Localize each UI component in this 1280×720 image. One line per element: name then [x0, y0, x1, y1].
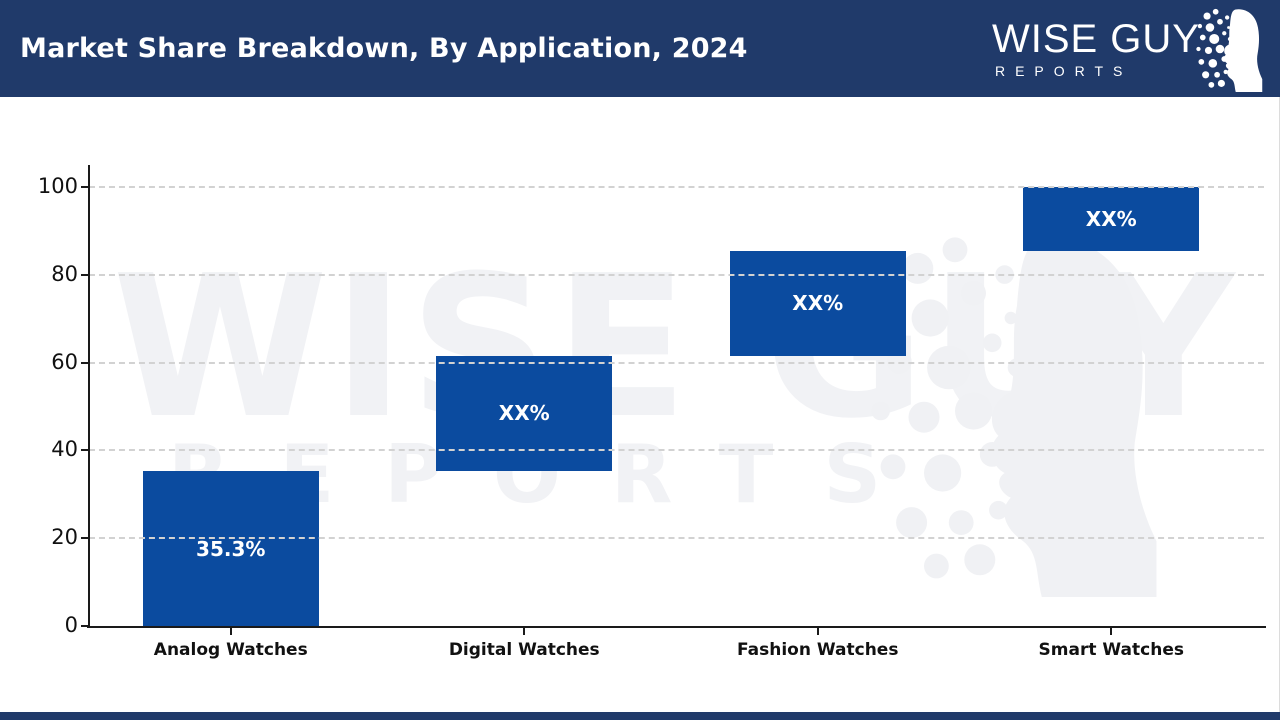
x-axis-tick — [1110, 627, 1113, 635]
y-axis-tick — [81, 537, 89, 540]
gridline — [89, 186, 1264, 188]
x-axis-line — [87, 626, 1266, 628]
bar-segment: XX% — [436, 355, 613, 472]
y-axis-tick — [81, 186, 89, 188]
y-axis-line — [88, 165, 90, 628]
footer-bar — [0, 712, 1280, 720]
x-axis-category-label: Smart Watches — [1038, 640, 1184, 660]
bar-value-label: XX% — [1085, 207, 1137, 232]
y-axis-tick-label: 100 — [37, 174, 78, 198]
bar-segment: XX% — [1023, 187, 1200, 252]
bar-value-label: 35.3% — [196, 536, 266, 561]
bar-segment: XX% — [729, 251, 906, 356]
bar-value-label: XX% — [792, 291, 844, 316]
y-axis-tick — [81, 449, 89, 452]
x-axis-category-label: Digital Watches — [448, 640, 600, 660]
bar-value-label: XX% — [498, 401, 550, 426]
gridline — [89, 273, 1264, 276]
x-axis-category-label: Fashion Watches — [737, 640, 899, 660]
page-title: Market Share Breakdown, By Application, … — [20, 33, 748, 64]
x-axis-tick — [816, 627, 819, 635]
face-logo-icon — [1194, 6, 1266, 92]
x-axis-tick — [229, 627, 232, 635]
chart-area: WISE GUY REPORTS 0 20 40 60 80 100 35.3% Analog… — [0, 97, 1280, 712]
x-axis-tick — [523, 627, 526, 635]
watermark-face-icon — [862, 225, 1172, 597]
y-axis-tick — [81, 273, 89, 276]
gridline — [89, 449, 1264, 452]
y-axis-tick-label: 0 — [64, 613, 78, 637]
x-axis-category-label: Analog Watches — [153, 640, 308, 660]
gridline — [89, 537, 1264, 540]
y-axis-tick — [81, 361, 89, 364]
bar-segment: 35.3% — [142, 471, 319, 626]
y-axis-tick-label: 20 — [51, 525, 78, 550]
logo-subtitle: REPORTS — [994, 62, 1133, 79]
y-axis-tick-label: 40 — [51, 437, 78, 462]
y-axis-tick — [81, 625, 89, 627]
header: Market Share Breakdown, By Application, … — [0, 0, 1280, 97]
watermark-wordmark: WISE GUY — [112, 234, 1239, 462]
logo-text: WISE GUY REPORTS — [992, 19, 1200, 79]
logo-wordmark: WISE GUY — [991, 16, 1200, 61]
gridline — [89, 361, 1264, 364]
y-axis-tick-label: 60 — [51, 349, 78, 374]
wise-guy-logo: WISE GUY REPORTS — [992, 6, 1266, 92]
y-axis-tick-label: 80 — [51, 261, 78, 286]
